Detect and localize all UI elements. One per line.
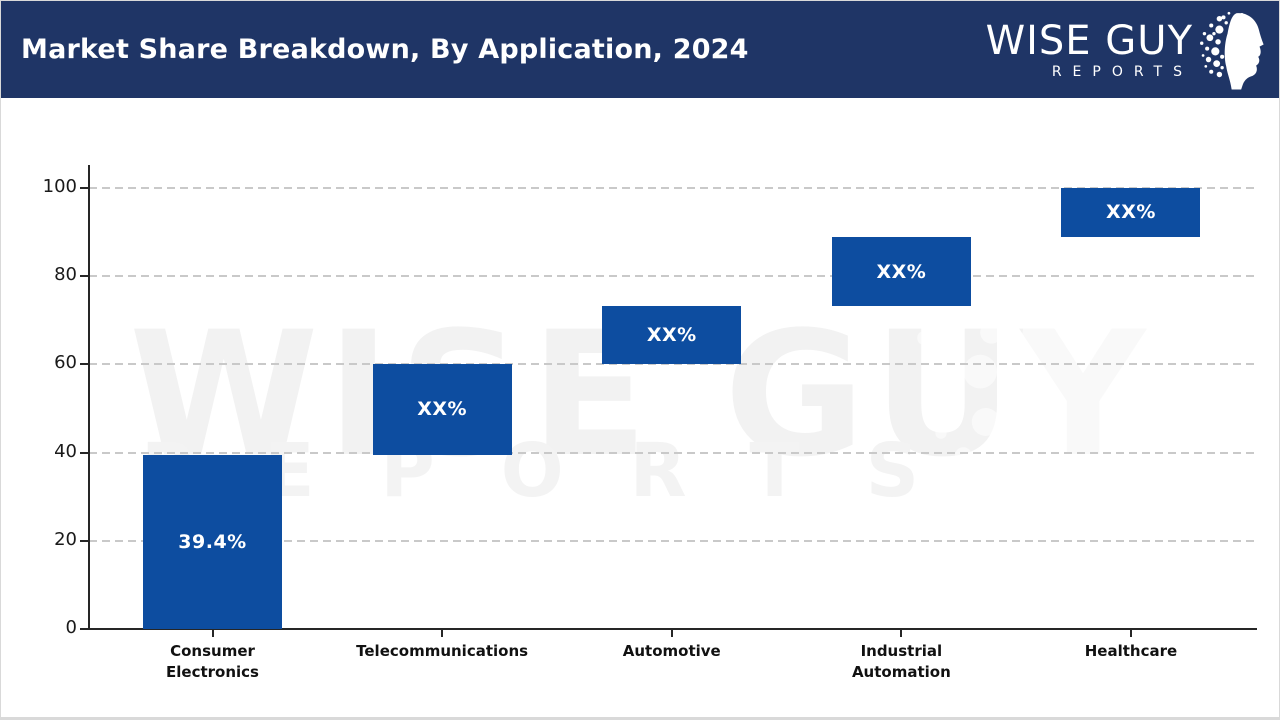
bar-value-label: XX% <box>876 260 927 283</box>
gridline-40 <box>89 451 1257 454</box>
y-tickmark-0 <box>80 628 89 630</box>
gridline-60 <box>89 363 1257 366</box>
page-title: Market Share Breakdown, By Application, … <box>21 34 749 65</box>
gridline-80 <box>89 275 1257 278</box>
logo-wordmark: WISE GUY <box>985 17 1193 64</box>
bar-automotive: XX% <box>602 306 742 364</box>
y-tick-label: 60 <box>54 352 77 374</box>
y-tick-label: 0 <box>65 617 77 638</box>
header: Market Share Breakdown, By Application, … <box>1 1 1279 98</box>
y-tick-label: 40 <box>54 440 77 462</box>
y-tickmark-60 <box>80 363 89 366</box>
x-tickmark-2 <box>441 629 444 637</box>
y-tick-label: 20 <box>54 528 77 550</box>
gridline-20 <box>89 539 1257 542</box>
x-tick-label: Industrial Automation <box>851 642 951 681</box>
bar-telecommunications: XX% <box>372 363 512 456</box>
x-tickmark-5 <box>1129 629 1132 637</box>
x-tickmark-4 <box>900 629 903 637</box>
chart-panel: WISE GUY REPORTS 0 20 40 60 80 100 39.4% Consum… <box>1 98 1279 718</box>
y-tickmark-40 <box>80 451 89 454</box>
y-tick-label: 100 <box>42 176 77 197</box>
bar-value-label: XX% <box>1106 201 1156 224</box>
bar-industrial-automation: XX% <box>831 236 971 307</box>
bar-healthcare: XX% <box>1061 188 1201 237</box>
x-tick-label: Automotive <box>622 642 721 660</box>
x-tick-label: Telecommunications <box>356 642 529 660</box>
x-tickmark-1 <box>211 629 214 637</box>
bar-value-label: 39.4% <box>178 531 247 554</box>
y-tick-label: 80 <box>54 264 77 286</box>
wiseguy-logo: WISE GUY REPORTS <box>986 9 1267 91</box>
gridline-100 <box>89 187 1257 189</box>
logo-subtitle: REPORTS <box>1051 63 1193 80</box>
x-tick-label: Consumer Electronics <box>166 642 259 681</box>
x-tickmark-3 <box>670 629 673 637</box>
wiseguy-head-icon <box>1200 11 1264 89</box>
bar-value-label: XX% <box>417 398 468 421</box>
y-tickmark-20 <box>80 539 89 542</box>
logo-text: WISE GUY REPORTS <box>986 20 1193 80</box>
y-tickmark-80 <box>80 275 89 278</box>
x-tick-label: Healthcare <box>1084 642 1178 660</box>
y-axis <box>88 165 90 630</box>
y-tickmark-100 <box>80 187 89 189</box>
bar-value-label: XX% <box>646 323 697 346</box>
bar-consumer-electronics: 39.4% <box>143 455 282 629</box>
footer-divider <box>1 717 1279 719</box>
